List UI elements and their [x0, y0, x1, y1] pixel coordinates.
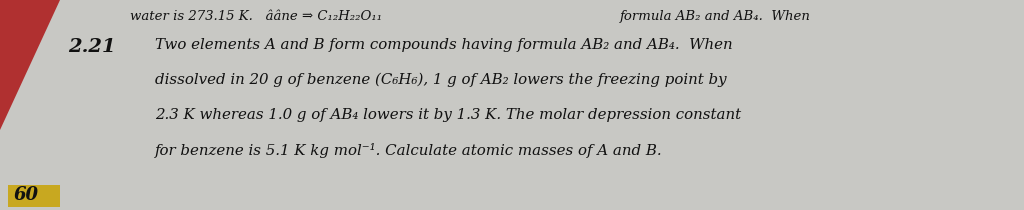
Polygon shape — [0, 0, 60, 130]
Text: 60: 60 — [14, 186, 39, 204]
Text: 2.21: 2.21 — [68, 38, 116, 56]
Text: Two elements A and B form compounds having formula AB₂ and AB₄.  When: Two elements A and B form compounds havi… — [155, 38, 732, 52]
Bar — [8, 185, 60, 207]
Text: for benzene is 5.1 K kg mol⁻¹. Calculate atomic masses of A and B.: for benzene is 5.1 K kg mol⁻¹. Calculate… — [155, 143, 663, 158]
Text: dissolved in 20 g of benzene (C₆H₆), 1 g of AB₂ lowers the freezing point by: dissolved in 20 g of benzene (C₆H₆), 1 g… — [155, 73, 727, 87]
Text: 2.3 K whereas 1.0 g of AB₄ lowers it by 1.3 K. The molar depression constant: 2.3 K whereas 1.0 g of AB₄ lowers it by … — [155, 108, 741, 122]
Text: formula AB₂ and AB₄.  When: formula AB₂ and AB₄. When — [620, 10, 811, 23]
Text: water is 273.15 K.   ââne ⇒ C₁₂H₂₂O₁₁: water is 273.15 K. ââne ⇒ C₁₂H₂₂O₁₁ — [130, 10, 382, 23]
